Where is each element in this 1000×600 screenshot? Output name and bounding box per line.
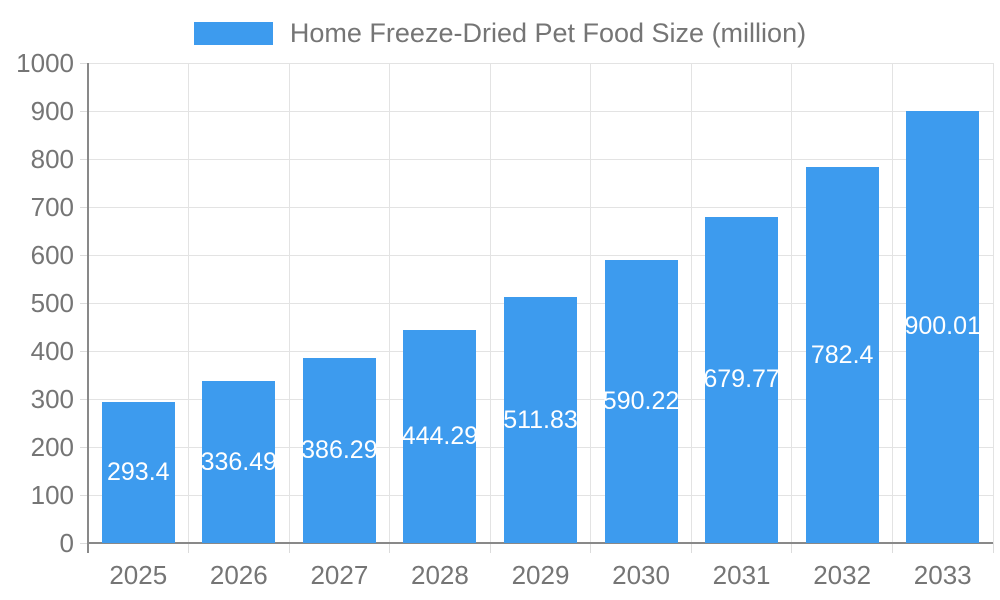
y-axis-tick <box>80 302 88 304</box>
y-axis-tick <box>80 158 88 160</box>
y-axis-tick <box>80 446 88 448</box>
y-axis-tick <box>80 542 88 544</box>
x-gridline <box>288 63 290 543</box>
x-axis-label: 2028 <box>411 560 469 590</box>
bar-2028[interactable] <box>403 329 477 543</box>
y-gridline <box>88 254 993 256</box>
x-gridline <box>590 63 592 543</box>
y-axis-tick <box>80 350 88 352</box>
y-axis-label: 800 <box>30 144 74 174</box>
y-gridline <box>88 158 993 160</box>
legend-label: Home Freeze-Dried Pet Food Size (million… <box>289 18 807 48</box>
x-axis-label: 2027 <box>310 560 369 590</box>
x-axis-tick <box>590 543 592 553</box>
bar-2030[interactable] <box>604 259 678 543</box>
x-axis-label: 2032 <box>813 560 872 590</box>
bar-2033[interactable] <box>906 110 980 543</box>
x-axis-tick <box>690 543 692 553</box>
y-axis-tick <box>80 206 88 208</box>
x-axis-tick <box>288 543 290 553</box>
x-gridline <box>489 63 491 543</box>
y-axis-label: 300 <box>30 384 74 414</box>
y-axis-tick <box>80 398 88 400</box>
x-axis-tick <box>188 543 190 553</box>
x-axis-label: 2029 <box>511 560 570 590</box>
x-axis-label: 2033 <box>913 560 972 590</box>
y-axis-tick <box>80 494 88 496</box>
y-axis-tick <box>80 254 88 256</box>
y-axis-label: 700 <box>30 192 74 222</box>
bar-2031[interactable] <box>705 216 779 543</box>
y-axis-tick <box>80 62 88 64</box>
x-axis-tick <box>992 543 994 553</box>
x-gridline <box>188 63 190 543</box>
bar-2025[interactable] <box>101 402 175 543</box>
x-gridline <box>891 63 893 543</box>
y-axis-label: 0 <box>59 528 74 558</box>
x-axis-label: 2030 <box>612 560 670 590</box>
y-axis-line <box>87 63 89 553</box>
y-axis-label: 500 <box>30 288 74 318</box>
x-axis-tick <box>389 543 391 553</box>
y-axis-label: 100 <box>30 480 74 510</box>
y-gridline <box>88 206 993 208</box>
bar-2027[interactable] <box>302 357 376 543</box>
legend[interactable]: Home Freeze-Dried Pet Food Size (million… <box>0 18 1000 49</box>
x-axis-tick <box>489 543 491 553</box>
y-axis-label: 400 <box>30 336 74 366</box>
y-axis-label: 200 <box>30 432 74 462</box>
x-axis-label: 2026 <box>209 560 268 590</box>
x-gridline <box>389 63 391 543</box>
x-gridline <box>690 63 692 543</box>
y-axis-label: 1000 <box>16 48 74 78</box>
x-axis-line <box>88 542 993 544</box>
y-axis-label: 900 <box>30 96 74 126</box>
x-axis-tick <box>791 543 793 553</box>
x-gridline <box>791 63 793 543</box>
x-axis-label: 2025 <box>109 560 168 590</box>
y-axis-tick <box>80 110 88 112</box>
x-gridline <box>992 63 994 543</box>
legend-swatch-icon <box>193 22 273 45</box>
y-axis-label: 600 <box>30 240 74 270</box>
x-axis-label: 2031 <box>712 560 771 590</box>
bar-2032[interactable] <box>805 167 879 543</box>
y-gridline <box>88 62 993 64</box>
bar-2026[interactable] <box>202 381 276 543</box>
x-axis-tick <box>891 543 893 553</box>
bar-2029[interactable] <box>504 297 577 543</box>
y-gridline <box>88 110 993 112</box>
